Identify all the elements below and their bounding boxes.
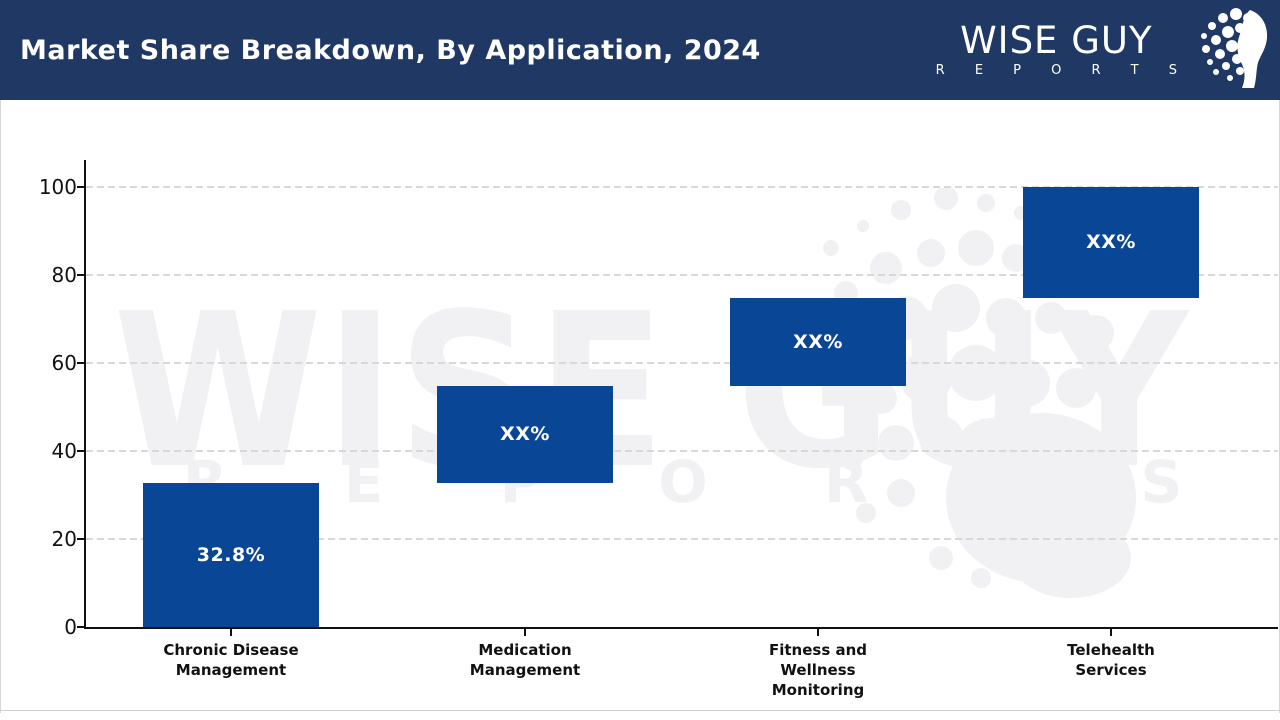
page-title: Market Share Breakdown, By Application, … — [20, 34, 761, 66]
y-tick-mark-80 — [77, 273, 86, 276]
gridline-80 — [86, 273, 1278, 276]
y-tick-label-60: 60 — [51, 350, 77, 375]
x-category-label-1: Medication Management — [469, 641, 581, 679]
gridline-40 — [86, 449, 1278, 452]
bar-value-label-0: 32.8% — [196, 543, 266, 566]
bar-value-label-3: XX% — [1086, 231, 1136, 253]
brand-subname: R E P O R T S — [935, 62, 1190, 78]
y-tick-label-80: 80 — [51, 262, 77, 287]
x-tick-mark-1 — [524, 627, 526, 636]
y-axis-spine — [84, 160, 86, 629]
y-tick-label-40: 40 — [51, 438, 77, 463]
brand-name: WISE GUY — [960, 18, 1153, 62]
bar-segment-3: XX% — [1023, 186, 1199, 298]
brand-logo: WISE GUY R E P O R T S — [923, 6, 1270, 92]
y-tick-label-100: 100 — [38, 174, 77, 199]
bar-segment-2: XX% — [730, 297, 906, 387]
bar-segment-0: 32.8% — [143, 482, 319, 627]
y-tick-label-0: 0 — [64, 615, 77, 639]
wiseguy-face-icon — [1201, 8, 1268, 88]
gridline-100 — [86, 185, 1278, 188]
x-category-label-3: Telehealth Services — [1067, 641, 1155, 679]
y-tick-label-20: 20 — [51, 526, 77, 551]
bottom-divider — [1, 710, 1280, 711]
x-category-label-0: Chronic Disease Management — [163, 641, 299, 679]
bar-segment-1: XX% — [437, 386, 613, 483]
x-tick-mark-2 — [817, 627, 819, 636]
y-tick-mark-60 — [77, 361, 86, 364]
x-tick-mark-3 — [1110, 627, 1112, 636]
y-tick-mark-20 — [77, 537, 86, 540]
gridline-60 — [86, 361, 1278, 364]
y-tick-mark-0 — [77, 626, 86, 628]
x-axis-spine — [84, 627, 1278, 629]
chart-area: WISE GUY R E P O R T S — [0, 100, 1280, 713]
gridline-20 — [86, 537, 1278, 540]
bar-value-label-1: XX% — [500, 423, 550, 446]
brand-text: WISE GUY R E P O R T S — [923, 18, 1190, 78]
y-tick-mark-40 — [77, 449, 86, 452]
header-band: Market Share Breakdown, By Application, … — [0, 0, 1280, 100]
bar-value-label-2: XX% — [793, 330, 843, 353]
x-tick-mark-0 — [230, 627, 232, 636]
x-category-label-2: Fitness and Wellness Monitoring — [768, 641, 868, 699]
y-tick-mark-100 — [77, 185, 86, 188]
